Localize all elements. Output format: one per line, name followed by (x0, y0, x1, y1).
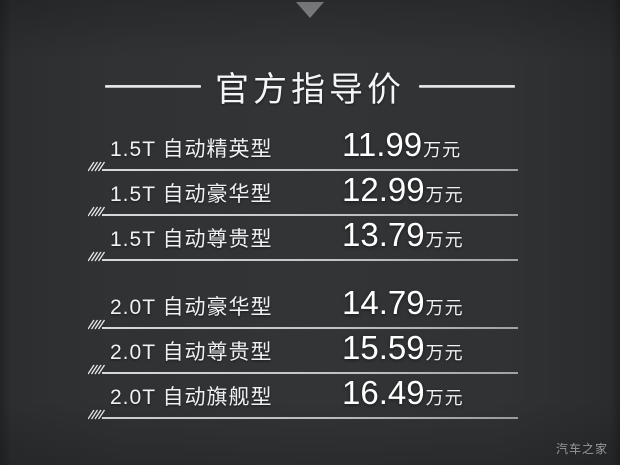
hatch-decoration-icon (88, 363, 106, 375)
table-row: 2.0T 自动尊贵型 15.59万元 (88, 329, 518, 375)
price-number: 15.59 (342, 329, 425, 366)
price-number: 11.99 (342, 126, 423, 163)
price-group-1: 1.5T 自动精英型 11.99万元 (88, 126, 518, 262)
triangle-down-icon (296, 2, 324, 18)
page-title: 官方指导价 (215, 71, 405, 109)
watermark: 汽车之家 (555, 442, 608, 456)
title-rule-right (419, 85, 515, 88)
price-unit: 万元 (425, 185, 464, 205)
hatch-decoration-icon (88, 408, 106, 420)
table-row: 2.0T 自动旗舰型 16.49万元 (88, 374, 518, 420)
price-group-2: 2.0T 自动豪华型 14.79万元 (88, 284, 518, 420)
row-underline (102, 214, 518, 216)
trim-label: 1.5T 自动精英型 (110, 138, 273, 161)
price-number: 16.49 (342, 374, 425, 411)
hatch-decoration-icon (88, 250, 106, 262)
price-unit: 万元 (425, 343, 464, 363)
price-unit: 万元 (425, 388, 464, 408)
hatch-decoration-icon (88, 318, 106, 330)
trim-label: 2.0T 自动旗舰型 (110, 386, 273, 409)
row-underline (102, 169, 518, 171)
table-row: 2.0T 自动豪华型 14.79万元 (88, 284, 518, 330)
price-value: 11.99万元 (342, 126, 461, 164)
row-underline (102, 417, 518, 419)
row-underline (102, 372, 518, 374)
hatch-decoration-icon (88, 160, 106, 172)
price-value: 15.59万元 (342, 329, 464, 367)
price-value: 13.79万元 (342, 216, 464, 254)
price-unit: 万元 (425, 298, 464, 318)
table-row: 1.5T 自动精英型 11.99万元 (88, 126, 518, 172)
price-list: 1.5T 自动精英型 11.99万元 (88, 126, 518, 420)
price-number: 12.99 (342, 171, 425, 208)
price-value: 14.79万元 (342, 284, 464, 322)
hatch-decoration-icon (88, 205, 106, 217)
row-underline (102, 259, 518, 261)
price-number: 14.79 (342, 284, 425, 321)
price-value: 16.49万元 (342, 374, 464, 412)
trim-label: 2.0T 自动尊贵型 (110, 341, 273, 364)
trim-label: 2.0T 自动豪华型 (110, 296, 273, 319)
price-number: 13.79 (342, 216, 425, 253)
trim-label: 1.5T 自动尊贵型 (110, 228, 273, 251)
table-row: 1.5T 自动豪华型 12.99万元 (88, 171, 518, 217)
price-value: 12.99万元 (342, 171, 464, 209)
top-arrow-container (0, 2, 620, 18)
row-underline (102, 327, 518, 329)
price-unit: 万元 (423, 140, 462, 160)
trim-label: 1.5T 自动豪华型 (110, 183, 273, 206)
price-unit: 万元 (425, 230, 464, 250)
title-banner: 官方指导价 (0, 62, 620, 111)
table-row: 1.5T 自动尊贵型 13.79万元 (88, 216, 518, 262)
title-rule-left (105, 85, 201, 88)
